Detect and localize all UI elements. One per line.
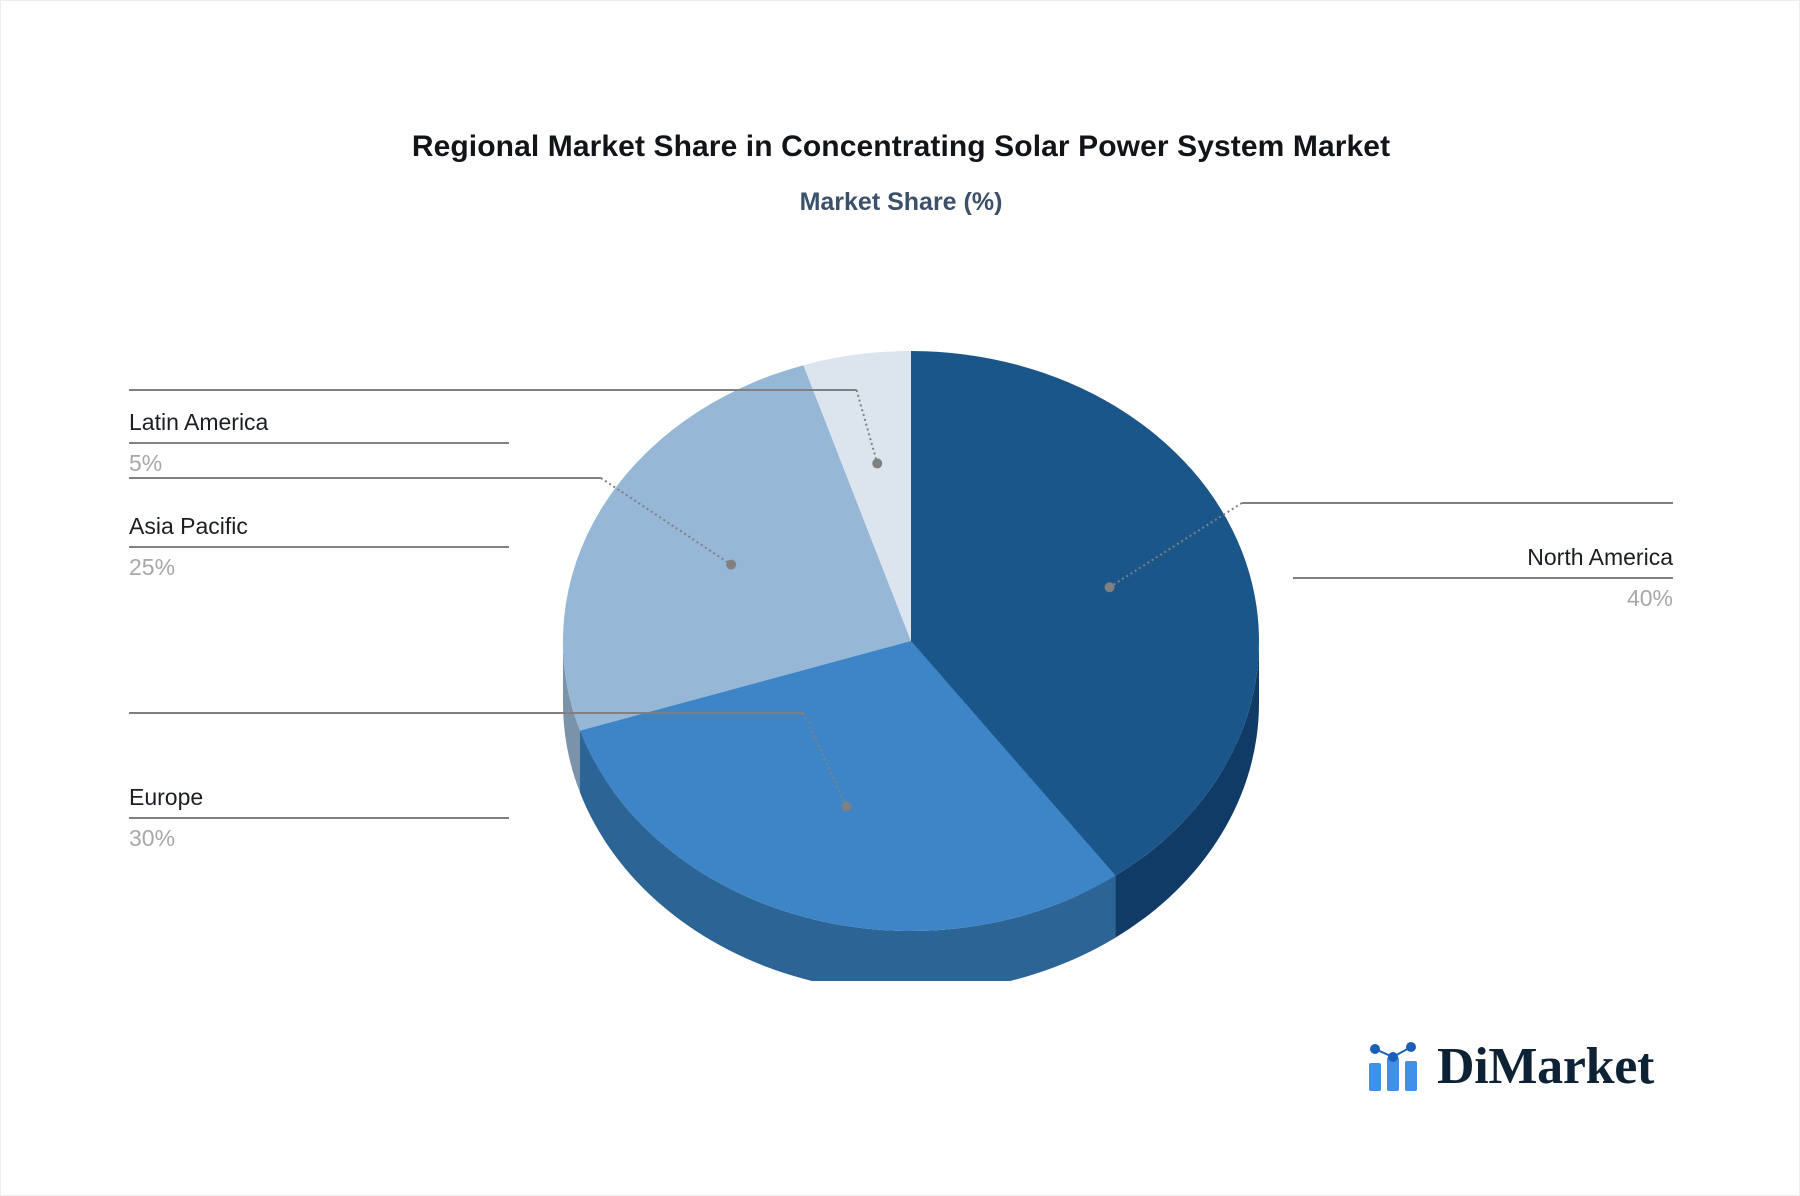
bar-line-chart-icon	[1369, 1042, 1417, 1091]
logo-dot-1	[1370, 1044, 1380, 1054]
pie-slice-side-north-america	[1115, 641, 1259, 938]
pie-slice-north-america	[911, 351, 1259, 876]
label-divider	[1293, 577, 1673, 580]
slice-label-latin-america: Latin America 5%	[129, 409, 509, 477]
label-divider	[129, 442, 509, 445]
page-title: Regional Market Share in Concentrating S…	[411, 130, 1391, 163]
pie-slice-latin-america	[803, 351, 911, 641]
label-divider	[129, 546, 509, 549]
brand-wordmark: DiMarket	[1437, 1038, 1655, 1095]
logo-dot-2	[1388, 1052, 1398, 1062]
slice-label-value: 30%	[129, 825, 176, 852]
chart-subtitle: Market Share (%)	[799, 188, 1003, 216]
slice-label-value: 25%	[129, 554, 176, 581]
pie-slice-asia-pacific	[563, 365, 911, 731]
logo-bar-3	[1405, 1061, 1417, 1091]
pie-top-layer	[563, 351, 1259, 931]
slice-label-europe: Europe 30%	[129, 784, 509, 852]
label-divider	[129, 817, 509, 820]
pie-slice-side-europe	[580, 730, 1116, 981]
logo-bar-1	[1369, 1063, 1381, 1091]
slice-label-value: 5%	[129, 450, 163, 477]
logo-dot-3	[1406, 1042, 1416, 1052]
logo-bar-2	[1387, 1057, 1399, 1091]
title-block: Regional Market Share in Concentrating S…	[1, 129, 1799, 217]
slice-label-name: Latin America	[129, 409, 269, 435]
slice-label-asia-pacific: Asia Pacific 25%	[129, 513, 509, 581]
slice-label-name: North America	[1527, 544, 1673, 570]
slice-label-name: Asia Pacific	[129, 513, 248, 539]
slice-label-name: Europe	[129, 784, 204, 810]
slice-label-north-america: North America 40%	[1293, 544, 1673, 612]
slice-label-value: 40%	[1626, 585, 1673, 612]
pie-chart	[561, 341, 1261, 981]
brand-logo: DiMarket	[1367, 1041, 1654, 1093]
pie-slice-side-asia-pacific	[563, 641, 581, 793]
pie-chart-svg	[563, 351, 1259, 981]
